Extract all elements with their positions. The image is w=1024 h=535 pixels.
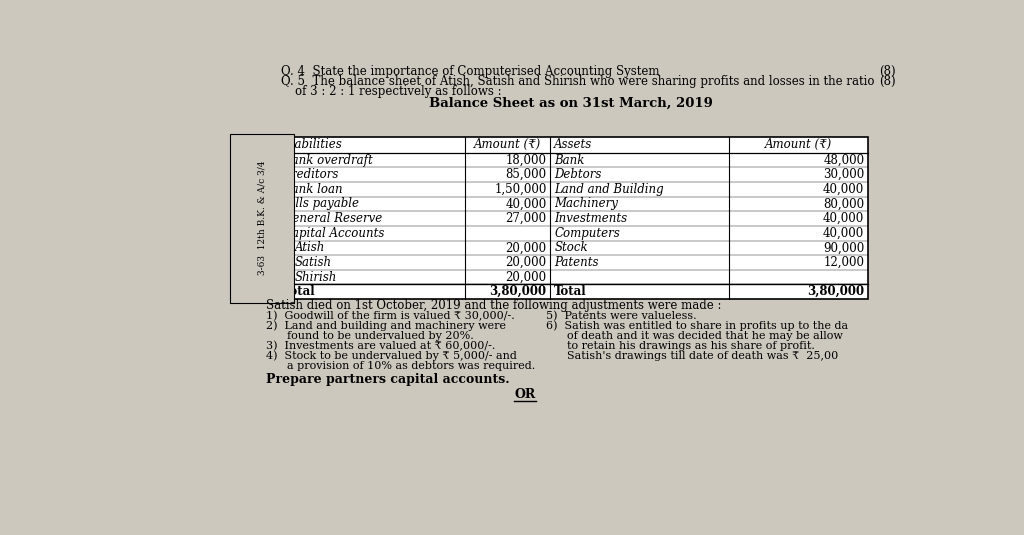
Text: 2)  Land and building and machinery were: 2) Land and building and machinery were (266, 320, 506, 331)
Text: 40,000: 40,000 (823, 183, 864, 196)
Text: Liabilities: Liabilities (283, 138, 342, 151)
Text: Land and Building: Land and Building (554, 183, 664, 196)
Text: Satish died on 1st October, 2019 and the following adjustments were made :: Satish died on 1st October, 2019 and the… (266, 299, 722, 312)
Text: 20,000: 20,000 (506, 241, 547, 254)
Text: Machinery: Machinery (554, 197, 618, 210)
Text: Satish: Satish (295, 256, 332, 269)
Text: Atish: Atish (295, 241, 325, 254)
Text: Assets: Assets (554, 138, 593, 151)
Text: Q. 4  State the importance of Computerised Accounting System: Q. 4 State the importance of Computerise… (282, 65, 659, 78)
Text: Bank: Bank (554, 154, 585, 166)
Text: OR: OR (514, 388, 536, 401)
Text: 20,000: 20,000 (506, 256, 547, 269)
Text: Shirish: Shirish (295, 271, 337, 284)
Text: 40,000: 40,000 (823, 227, 864, 240)
Text: 3)  Investments are valued at ₹ 60,000/-.: 3) Investments are valued at ₹ 60,000/-. (266, 341, 496, 351)
Text: 4)  Stock to be undervalued by ₹ 5,000/- and: 4) Stock to be undervalued by ₹ 5,000/- … (266, 350, 517, 361)
Text: Q. 5  The balance sheet of Atish, Satish and Shirish who were sharing profits an: Q. 5 The balance sheet of Atish, Satish … (282, 75, 874, 88)
Text: 3-63  12th B.K. & A/c 3/4: 3-63 12th B.K. & A/c 3/4 (258, 161, 266, 276)
Text: 5)  Patents were valueless.: 5) Patents were valueless. (547, 311, 697, 321)
Text: 90,000: 90,000 (823, 241, 864, 254)
Text: 18,000: 18,000 (506, 154, 547, 166)
Text: Total: Total (283, 285, 315, 298)
Text: Total: Total (554, 285, 587, 298)
Text: Debtors: Debtors (554, 168, 602, 181)
Text: 48,000: 48,000 (823, 154, 864, 166)
Text: Balance Sheet as on 31st March, 2019: Balance Sheet as on 31st March, 2019 (429, 96, 714, 110)
Text: 12,000: 12,000 (823, 256, 864, 269)
Text: of 3 : 2 : 1 respectively as follows :: of 3 : 2 : 1 respectively as follows : (295, 85, 502, 98)
Text: Bills payable: Bills payable (283, 197, 359, 210)
Text: Bank overdraft: Bank overdraft (283, 154, 373, 166)
Text: Computers: Computers (554, 227, 620, 240)
Text: Patents: Patents (554, 256, 599, 269)
Text: Amount (₹): Amount (₹) (474, 138, 542, 151)
Text: 3,80,000: 3,80,000 (489, 285, 547, 298)
Text: 40,000: 40,000 (823, 212, 864, 225)
Text: Capital Accounts: Capital Accounts (283, 227, 384, 240)
Text: 1)  Goodwill of the firm is valued ₹ 30,000/-.: 1) Goodwill of the firm is valued ₹ 30,0… (266, 311, 515, 321)
Text: Amount (₹): Amount (₹) (765, 138, 831, 151)
Text: 27,000: 27,000 (506, 212, 547, 225)
Text: 20,000: 20,000 (506, 271, 547, 284)
Text: (8): (8) (879, 75, 895, 88)
Text: 1,50,000: 1,50,000 (495, 183, 547, 196)
Text: 6)  Satish was entitled to share in profits up to the da: 6) Satish was entitled to share in profi… (547, 320, 849, 331)
Text: to retain his drawings as his share of profit.: to retain his drawings as his share of p… (547, 341, 815, 351)
Text: Stock: Stock (554, 241, 588, 254)
Text: Satish's drawings till date of death was ₹  25,00: Satish's drawings till date of death was… (547, 351, 839, 361)
Text: Prepare partners capital accounts.: Prepare partners capital accounts. (266, 373, 510, 386)
Text: 3,80,000: 3,80,000 (807, 285, 864, 298)
Text: found to be undervalued by 20%.: found to be undervalued by 20%. (266, 331, 474, 341)
Text: Investments: Investments (554, 212, 628, 225)
Text: 80,000: 80,000 (823, 197, 864, 210)
Text: (8): (8) (879, 65, 895, 78)
Text: a provision of 10% as debtors was required.: a provision of 10% as debtors was requir… (266, 361, 536, 371)
Text: 85,000: 85,000 (506, 168, 547, 181)
Text: Creditors: Creditors (283, 168, 339, 181)
Text: Bank loan: Bank loan (283, 183, 343, 196)
Text: of death and it was decided that he may be allow: of death and it was decided that he may … (547, 331, 844, 341)
Bar (280, 137, 868, 299)
Text: 40,000: 40,000 (505, 197, 547, 210)
Text: 30,000: 30,000 (823, 168, 864, 181)
Text: General Reserve: General Reserve (283, 212, 382, 225)
